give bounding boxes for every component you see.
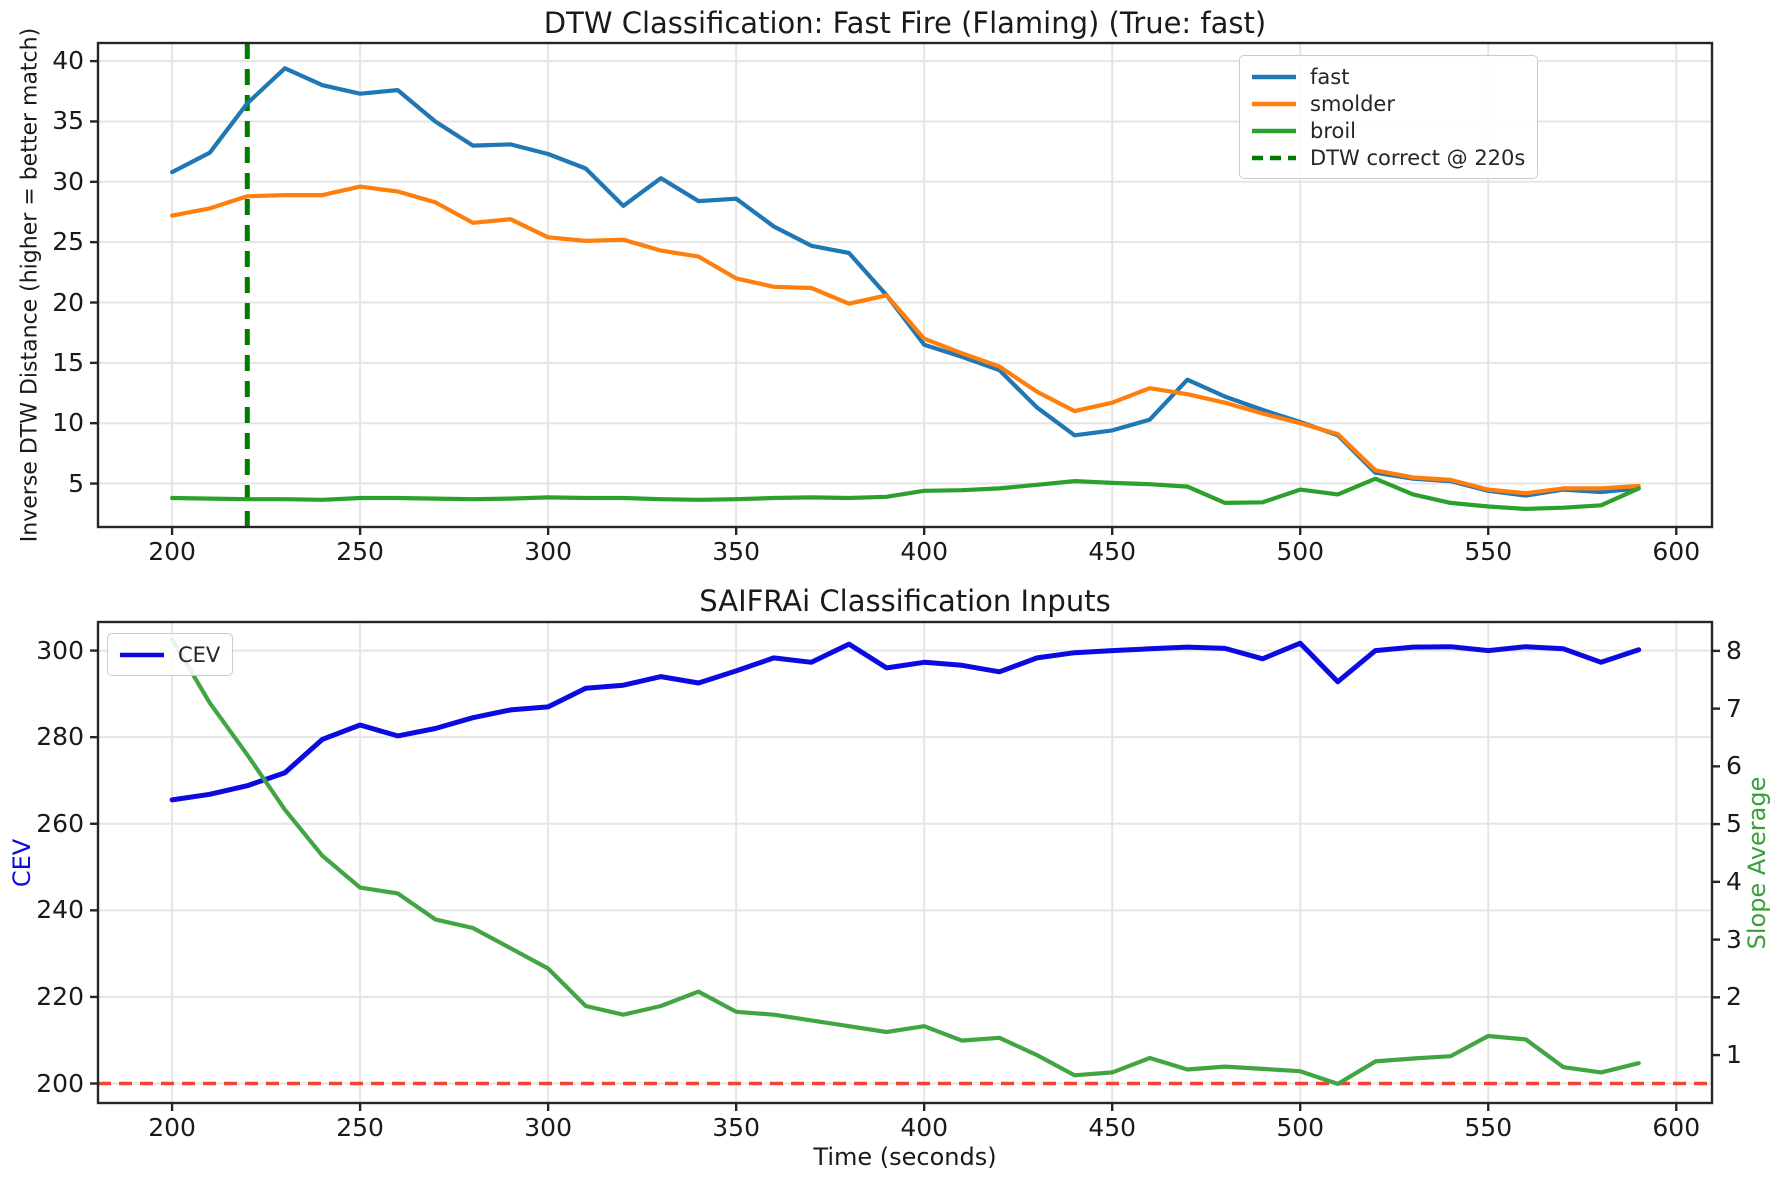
- inputs-right-y-tick-label: 4: [1726, 866, 1742, 896]
- legend-label: CEV: [178, 642, 221, 667]
- legend-line-swatch: [120, 652, 164, 657]
- inputs-y-tick-label: 260: [36, 808, 84, 838]
- dtw-y-tick-label: 40: [52, 46, 84, 76]
- legend-item-cev: CEV: [119, 641, 220, 668]
- inputs-right-y-tick-label: 8: [1726, 635, 1742, 665]
- inputs-right-y-tick-label: 1: [1726, 1040, 1742, 1070]
- inputs-plot-area: [90, 620, 1720, 1111]
- dtw-x-tick-label: 200: [148, 537, 196, 566]
- inputs-chart-title: SAIFRAi Classification Inputs: [699, 584, 1111, 618]
- inputs-x-tick-label: 550: [1464, 1113, 1513, 1142]
- inputs-y-tick-label: 240: [36, 895, 84, 925]
- legend-item-broil: broil: [1251, 117, 1525, 144]
- dtw-y-tick-label: 10: [52, 408, 84, 438]
- inputs-y-tick-label: 300: [36, 635, 84, 665]
- legend-label: broil: [1310, 118, 1357, 143]
- legend-label: smolder: [1310, 91, 1395, 116]
- dtw-x-tick-label: 400: [900, 537, 949, 566]
- smolder-series-line: [169, 184, 1641, 496]
- inputs-x-tick-label: 500: [1276, 1113, 1325, 1142]
- inputs-x-tick-label: 200: [148, 1113, 196, 1142]
- inputs-x-tick-label: 400: [900, 1113, 949, 1142]
- inputs-right-y-tick-label: 5: [1726, 809, 1742, 839]
- legend-line-swatch: [1252, 74, 1296, 79]
- inputs-right-y-tick-label: 3: [1726, 924, 1742, 954]
- dtw-y-tick-label: 35: [52, 106, 84, 136]
- dtw-x-tick-label: 550: [1464, 537, 1513, 566]
- dtw-x-tick-label: 350: [712, 537, 760, 566]
- slope-average-series-line: [169, 637, 1641, 1086]
- legend-line-swatch: [1252, 128, 1296, 133]
- inputs-right-y-tick-label: 2: [1726, 982, 1742, 1012]
- dtw-y-axis-label: Inverse DTW Distance (higher = better ma…: [17, 27, 43, 543]
- plot-border: [96, 41, 1714, 529]
- inputs-y-tick-label: 220: [36, 981, 84, 1011]
- dtw-chart-title: DTW Classification: Fast Fire (Flaming) …: [543, 6, 1267, 40]
- legend-label: fast: [1310, 64, 1350, 89]
- legend-item-smolder: smolder: [1251, 90, 1525, 117]
- inputs-y-tick-label: 200: [36, 1068, 84, 1098]
- dtw-x-tick-label: 600: [1652, 537, 1701, 566]
- dtw-y-tick-label: 20: [52, 287, 84, 317]
- inputs-x-tick-label: 250: [336, 1113, 384, 1142]
- legend-line-swatch: [1252, 101, 1296, 106]
- dtw-legend: fast smolder broil DTW correct @ 220s: [1239, 55, 1539, 179]
- dtw-x-tick-label: 450: [1088, 537, 1137, 566]
- legend-item-dtw-correct-220s: DTW correct @ 220s: [1251, 144, 1525, 171]
- plot-border: [96, 620, 1714, 1105]
- dtw-y-tick-label: 15: [52, 347, 84, 377]
- inputs-right-y-tick-label: 7: [1726, 693, 1742, 723]
- cev-series-line: [169, 640, 1642, 803]
- time-x-axis-label: Time (seconds): [813, 1143, 997, 1171]
- inputs-x-tick-label: 300: [524, 1113, 572, 1142]
- legend-label: DTW correct @ 220s: [1310, 145, 1526, 170]
- broil-series-line: [169, 476, 1641, 511]
- inputs-x-tick-label: 350: [712, 1113, 760, 1142]
- cev-y-axis-label: CEV: [8, 838, 36, 888]
- dtw-y-tick-label: 30: [52, 166, 84, 196]
- legend-item-fast: fast: [1251, 63, 1525, 90]
- inputs-x-tick-label: 600: [1652, 1113, 1701, 1142]
- dtw-x-tick-label: 250: [336, 537, 384, 566]
- dtw-y-tick-label: 5: [68, 468, 84, 498]
- legend-dashed-line-swatch: [1252, 155, 1296, 160]
- slope-average-y-axis-label: Slope Average: [1743, 776, 1771, 950]
- inputs-y-tick-label: 280: [36, 722, 84, 752]
- inputs-x-tick-label: 450: [1088, 1113, 1137, 1142]
- inputs-right-y-tick-label: 6: [1726, 751, 1742, 781]
- dtw-y-tick-label: 25: [52, 227, 84, 257]
- inputs-legend: CEV: [107, 633, 234, 676]
- dtw-x-tick-label: 500: [1276, 537, 1325, 566]
- dtw-x-tick-label: 300: [524, 537, 572, 566]
